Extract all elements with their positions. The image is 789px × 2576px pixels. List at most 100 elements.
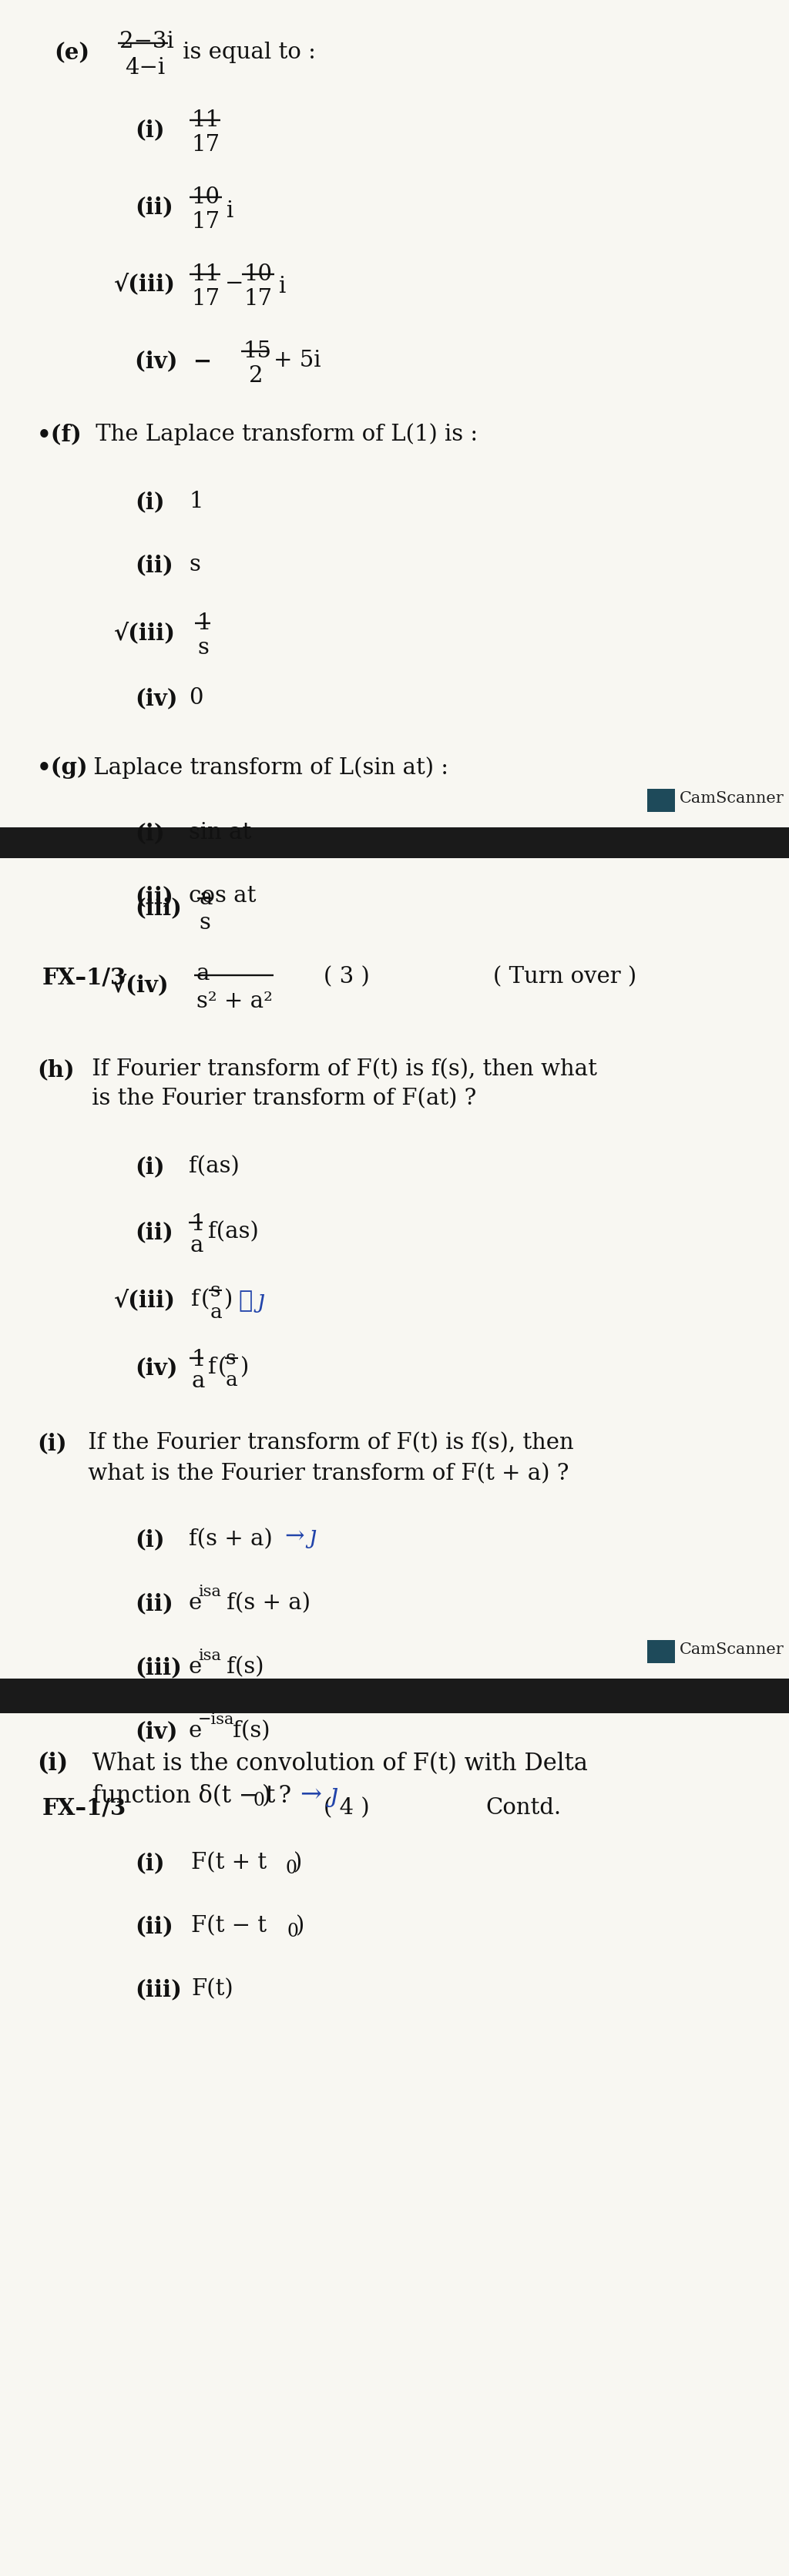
- Text: 2−3i: 2−3i: [119, 31, 174, 52]
- Bar: [647, 788, 675, 811]
- Text: •(g): •(g): [37, 757, 88, 778]
- Text: 15: 15: [243, 340, 271, 363]
- Text: f(as): f(as): [208, 1221, 259, 1242]
- Text: isa: isa: [198, 1584, 221, 1600]
- Text: 2: 2: [249, 366, 263, 386]
- Text: (: (: [201, 1288, 210, 1311]
- Text: (ii): (ii): [135, 196, 173, 219]
- Text: ): ): [296, 1914, 305, 1937]
- Text: √(iv): √(iv): [112, 974, 169, 997]
- Text: i: i: [226, 201, 234, 222]
- Text: a: a: [211, 1303, 222, 1321]
- Text: CamScanner: CamScanner: [679, 1643, 784, 1656]
- Text: i: i: [279, 276, 286, 296]
- Text: f(s): f(s): [226, 1721, 270, 1741]
- Text: a: a: [190, 1234, 204, 1257]
- Text: (i): (i): [37, 1752, 68, 1775]
- Text: ✓ ȷ: ✓ ȷ: [239, 1288, 265, 1314]
- Text: If Fourier transform of F(t) is f(s), then what: If Fourier transform of F(t) is f(s), th…: [84, 1059, 597, 1079]
- Text: √(iii): √(iii): [114, 621, 176, 644]
- Text: (i): (i): [135, 489, 165, 513]
- Text: (i): (i): [135, 1852, 165, 1875]
- Text: 1: 1: [189, 489, 203, 513]
- Text: (iv): (iv): [135, 1358, 178, 1378]
- Text: ) ?: ) ?: [262, 1785, 291, 1808]
- Text: (i): (i): [135, 822, 165, 845]
- Text: function δ(t − t: function δ(t − t: [84, 1785, 275, 1808]
- Text: −isa: −isa: [198, 1713, 234, 1726]
- Text: s: s: [210, 1280, 220, 1301]
- Text: 1: 1: [190, 1213, 204, 1234]
- Text: What is the convolution of F(t) with Delta: What is the convolution of F(t) with Del…: [84, 1752, 588, 1775]
- Text: e: e: [189, 1721, 202, 1741]
- Text: s² + a²: s² + a²: [196, 992, 273, 1012]
- Text: isa: isa: [198, 1649, 221, 1664]
- Text: The Laplace transform of L(1) is :: The Laplace transform of L(1) is :: [88, 422, 478, 446]
- Text: a: a: [196, 963, 210, 984]
- Text: ( 4 ): ( 4 ): [323, 1798, 369, 1819]
- Text: (ii): (ii): [135, 1914, 173, 1937]
- Text: √(iii): √(iii): [114, 273, 176, 296]
- Text: s: s: [226, 1350, 236, 1368]
- Text: 11: 11: [191, 108, 219, 131]
- Text: ): ): [241, 1358, 249, 1378]
- Text: If the Fourier transform of F(t) is f(s), then: If the Fourier transform of F(t) is f(s)…: [81, 1432, 574, 1453]
- Text: −: −: [225, 273, 244, 294]
- Text: sin at: sin at: [189, 822, 252, 842]
- Text: 17: 17: [244, 289, 272, 309]
- Text: (ii): (ii): [135, 554, 173, 577]
- Text: CamScanner: CamScanner: [679, 791, 784, 806]
- Text: (i): (i): [135, 1528, 165, 1551]
- Text: ( Turn over ): ( Turn over ): [493, 966, 637, 987]
- Text: 0: 0: [189, 688, 203, 708]
- Text: (iv): (iv): [135, 1721, 178, 1741]
- Text: CS: CS: [649, 1643, 671, 1656]
- Text: a: a: [226, 1370, 238, 1388]
- Text: (iii): (iii): [135, 1978, 181, 2002]
- Text: 0: 0: [287, 1922, 299, 1940]
- Text: 11: 11: [191, 263, 219, 286]
- Text: 0: 0: [285, 1860, 297, 1878]
- Text: 4−i: 4−i: [125, 57, 165, 80]
- Text: √(iii): √(iii): [114, 1288, 176, 1311]
- Bar: [0, 1713, 789, 2576]
- Text: F(t): F(t): [191, 1978, 234, 1999]
- Text: (: (: [218, 1358, 226, 1378]
- Text: Contd.: Contd.: [485, 1798, 561, 1819]
- Text: (e): (e): [54, 41, 89, 64]
- Text: f(s + a): f(s + a): [189, 1528, 272, 1551]
- Text: cos at: cos at: [189, 886, 256, 907]
- Text: 1: 1: [196, 613, 211, 634]
- Text: a: a: [191, 1370, 204, 1391]
- Text: 17: 17: [191, 289, 219, 309]
- Bar: [0, 0, 789, 827]
- Text: (iii): (iii): [135, 896, 181, 920]
- Text: FX–1/3: FX–1/3: [43, 966, 126, 989]
- Text: (h): (h): [37, 1059, 74, 1082]
- Text: F(t − t: F(t − t: [191, 1914, 267, 1937]
- Text: + 5i: + 5i: [274, 350, 321, 371]
- Text: (i): (i): [135, 118, 165, 142]
- Text: ): ): [294, 1852, 302, 1873]
- Text: (i): (i): [135, 1157, 165, 1177]
- Text: Laplace transform of L(sin at) :: Laplace transform of L(sin at) :: [86, 757, 448, 778]
- Text: what is the Fourier transform of F(t + a) ?: what is the Fourier transform of F(t + a…: [81, 1463, 569, 1484]
- Text: f(s + a): f(s + a): [219, 1592, 311, 1613]
- Text: ): ): [224, 1288, 233, 1311]
- Text: 17: 17: [191, 211, 219, 232]
- Text: (iii): (iii): [135, 1656, 181, 1680]
- Text: 10: 10: [191, 185, 219, 209]
- Text: f: f: [208, 1358, 216, 1378]
- Bar: [0, 858, 789, 1680]
- Text: 17: 17: [191, 134, 219, 155]
- Text: e: e: [189, 1592, 202, 1613]
- Text: (ii): (ii): [135, 1221, 173, 1244]
- Text: (ii): (ii): [135, 1592, 173, 1615]
- Text: is the Fourier transform of F(at) ?: is the Fourier transform of F(at) ?: [84, 1087, 477, 1110]
- Text: → ȷ: → ȷ: [285, 1525, 316, 1548]
- Text: F(t + t: F(t + t: [191, 1852, 267, 1873]
- Text: CS: CS: [649, 791, 671, 804]
- Text: 0: 0: [252, 1793, 264, 1808]
- Bar: [647, 1641, 675, 1664]
- Text: a: a: [199, 886, 212, 909]
